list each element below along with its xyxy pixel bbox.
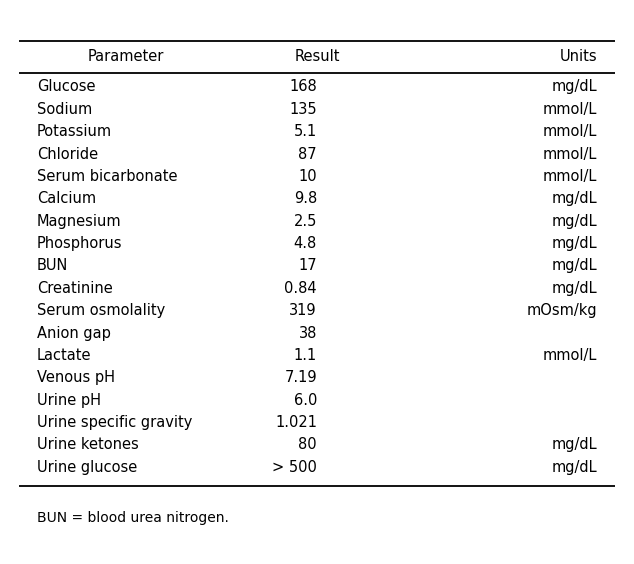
Text: 168: 168 (289, 80, 317, 94)
Text: 5.1: 5.1 (294, 124, 317, 139)
Text: 7.19: 7.19 (285, 370, 317, 385)
Text: Units: Units (559, 49, 597, 64)
Text: 319: 319 (289, 303, 317, 318)
Text: Urine pH: Urine pH (37, 393, 101, 408)
Text: mg/dL: mg/dL (552, 258, 597, 274)
Text: mmol/L: mmol/L (543, 102, 597, 117)
Text: Chloride: Chloride (37, 147, 98, 161)
Text: Lactate: Lactate (37, 348, 91, 363)
Text: BUN = blood urea nitrogen.: BUN = blood urea nitrogen. (37, 511, 229, 525)
Text: Parameter: Parameter (88, 49, 164, 64)
Text: 10: 10 (299, 169, 317, 184)
Text: Urine ketones: Urine ketones (37, 437, 139, 452)
Text: 6.0: 6.0 (294, 393, 317, 408)
Text: Phosphorus: Phosphorus (37, 236, 122, 251)
Text: 2.5: 2.5 (294, 214, 317, 228)
Text: BUN: BUN (37, 258, 68, 274)
Text: 0.84: 0.84 (285, 281, 317, 296)
Text: Magnesium: Magnesium (37, 214, 122, 228)
Text: 38: 38 (299, 325, 317, 341)
Text: mg/dL: mg/dL (552, 460, 597, 475)
Text: 1.1: 1.1 (294, 348, 317, 363)
Text: Result: Result (294, 49, 340, 64)
Text: 9.8: 9.8 (294, 191, 317, 206)
Text: Urine specific gravity: Urine specific gravity (37, 415, 192, 430)
Text: mg/dL: mg/dL (552, 191, 597, 206)
Text: Venous pH: Venous pH (37, 370, 115, 385)
Text: mmol/L: mmol/L (543, 348, 597, 363)
Text: 87: 87 (299, 147, 317, 161)
Text: mOsm/kg: mOsm/kg (526, 303, 597, 318)
Text: 4.8: 4.8 (294, 236, 317, 251)
Text: 17: 17 (299, 258, 317, 274)
Text: Anion gap: Anion gap (37, 325, 111, 341)
Text: Calcium: Calcium (37, 191, 96, 206)
Text: Serum bicarbonate: Serum bicarbonate (37, 169, 178, 184)
Text: mg/dL: mg/dL (552, 437, 597, 452)
Text: mmol/L: mmol/L (543, 147, 597, 161)
Text: Serum osmolality: Serum osmolality (37, 303, 165, 318)
Text: Creatinine: Creatinine (37, 281, 113, 296)
Text: mg/dL: mg/dL (552, 236, 597, 251)
Text: Potassium: Potassium (37, 124, 112, 139)
Text: 1.021: 1.021 (275, 415, 317, 430)
Text: mmol/L: mmol/L (543, 169, 597, 184)
Text: 135: 135 (289, 102, 317, 117)
Text: Urine glucose: Urine glucose (37, 460, 137, 475)
Text: 80: 80 (299, 437, 317, 452)
Text: mmol/L: mmol/L (543, 124, 597, 139)
Text: mg/dL: mg/dL (552, 80, 597, 94)
Text: > 500: > 500 (272, 460, 317, 475)
Text: Glucose: Glucose (37, 80, 95, 94)
Text: Sodium: Sodium (37, 102, 92, 117)
Text: mg/dL: mg/dL (552, 281, 597, 296)
Text: mg/dL: mg/dL (552, 214, 597, 228)
